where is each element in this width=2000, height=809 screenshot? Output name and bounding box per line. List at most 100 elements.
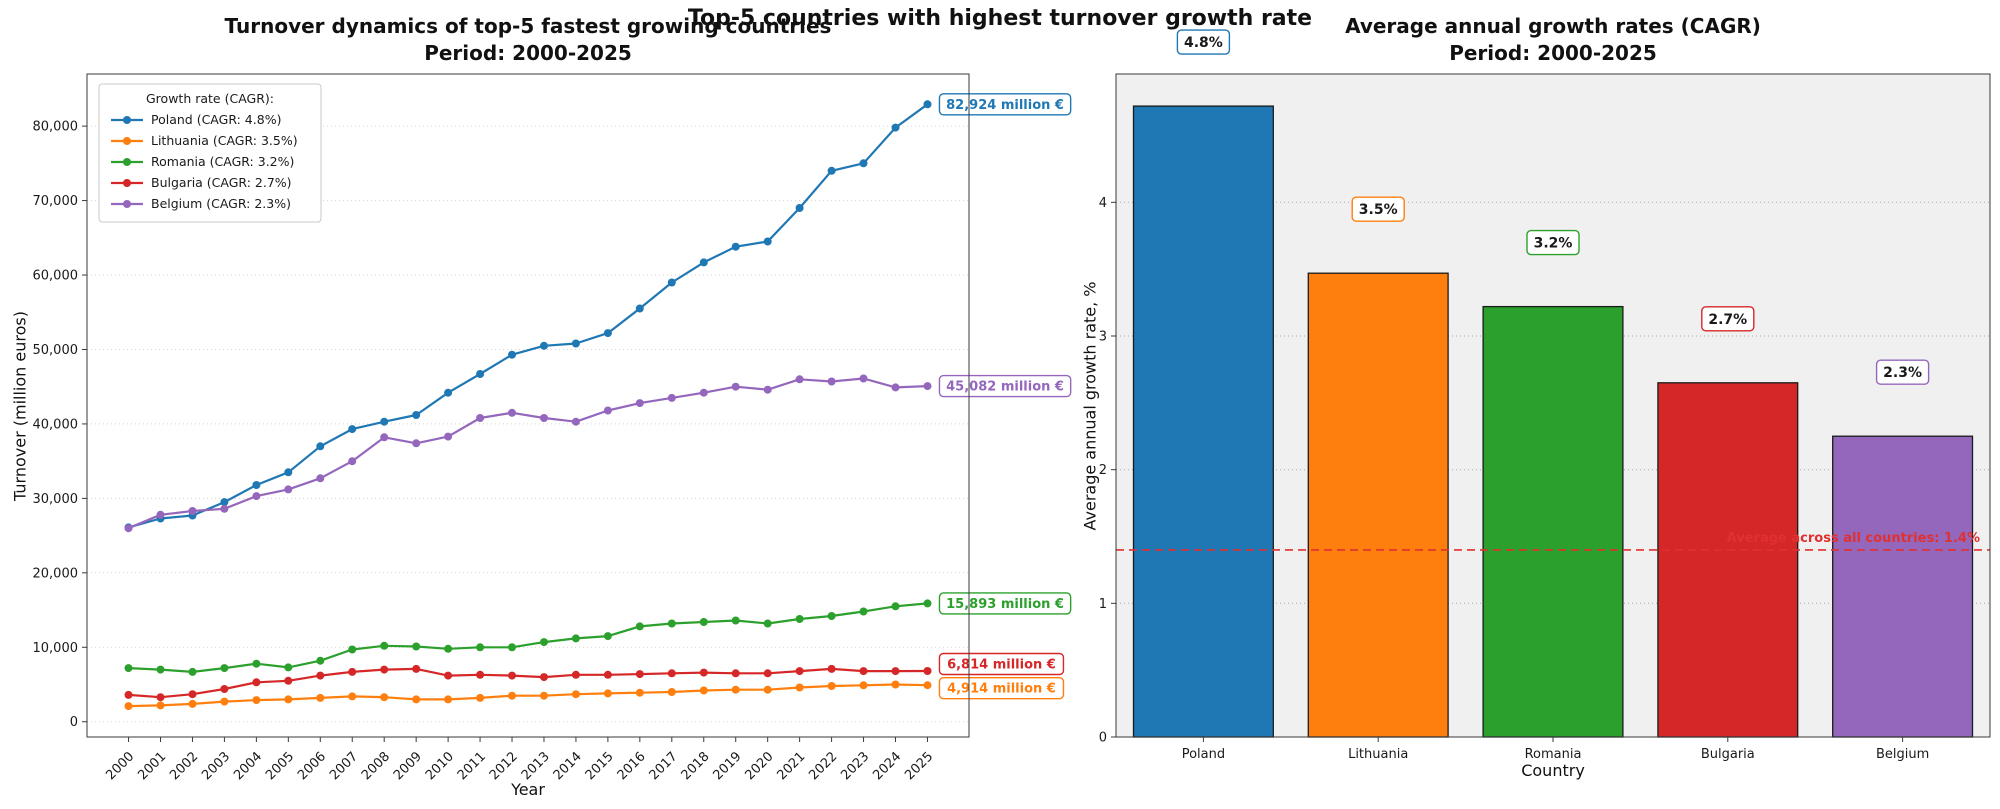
svg-text:0: 0 (1099, 731, 1107, 746)
svg-text:20,000: 20,000 (33, 566, 79, 581)
legend-entry-lithuania: Lithuania (CAGR: 3.5%) (151, 133, 298, 148)
bar-chart-title-block: Average annual growth rates (CAGR) Perio… (1173, 13, 1933, 67)
svg-text:2010: 2010 (423, 749, 457, 783)
svg-text:2022: 2022 (806, 749, 840, 783)
svg-text:30,000: 30,000 (33, 492, 79, 507)
legend-title: Growth rate (CAGR): (146, 91, 274, 106)
bar-y-ticks: 0 1 2 3 4 (1099, 196, 1116, 746)
line-spines (86, 73, 970, 738)
svg-text:15,893 million €: 15,893 million € (946, 597, 1064, 612)
svg-text:4.8%: 4.8% (1184, 35, 1223, 51)
line-series-belgium (124, 374, 932, 533)
svg-text:3.2%: 3.2% (1534, 236, 1573, 252)
svg-text:2001: 2001 (135, 749, 169, 783)
svg-text:4: 4 (1099, 196, 1107, 211)
end-label-romania: 15,893 million € (938, 592, 1072, 615)
svg-text:45,082 million €: 45,082 million € (946, 380, 1064, 395)
svg-text:2: 2 (1099, 463, 1107, 478)
end-label-bulgaria: 6,814 million € (938, 652, 1065, 676)
line-chart-title-block: Turnover dynamics of top-5 fastest growi… (148, 13, 908, 67)
line-chart-xlabel: Year (511, 780, 545, 799)
line-series-poland (124, 100, 932, 532)
svg-text:2025: 2025 (902, 749, 936, 783)
svg-text:2009: 2009 (391, 749, 425, 783)
figure-suptitle: Top-5 countries with highest turnover gr… (687, 6, 1313, 31)
line-x-ticks: 2000200120022003200420052006200720082009… (103, 737, 936, 783)
svg-text:0: 0 (70, 715, 78, 730)
bar-tick-bulgaria: Bulgaria (1701, 747, 1755, 762)
svg-text:10,000: 10,000 (33, 641, 79, 656)
svg-text:2008: 2008 (359, 749, 393, 783)
line-series-lithuania (124, 680, 932, 711)
svg-text:70,000: 70,000 (33, 194, 79, 209)
bar-label-romania: 3.2% (1526, 229, 1580, 256)
svg-text:2018: 2018 (679, 749, 713, 783)
svg-text:3: 3 (1099, 329, 1107, 344)
svg-text:82,924 million €: 82,924 million € (946, 98, 1064, 113)
svg-text:2005: 2005 (263, 749, 297, 783)
svg-text:40,000: 40,000 (33, 417, 79, 432)
line-chart-title: Turnover dynamics of top-5 fastest growi… (224, 14, 832, 38)
svg-text:4,914 million €: 4,914 million € (947, 682, 1056, 697)
svg-text:2000: 2000 (103, 749, 137, 783)
svg-text:2015: 2015 (583, 749, 617, 783)
bar-x-ticks: Poland Lithuania Romania Bulgaria Belgium (1182, 737, 1929, 762)
bar-label-belgium: 2.3% (1875, 359, 1930, 385)
svg-text:2.3%: 2.3% (1883, 365, 1922, 381)
svg-text:3.5%: 3.5% (1359, 202, 1398, 218)
bar-tick-romania: Romania (1525, 747, 1582, 762)
svg-text:6,814 million €: 6,814 million € (947, 658, 1056, 673)
bar-label-lithuania: 3.5% (1351, 196, 1405, 222)
bar-tick-belgium: Belgium (1876, 747, 1929, 762)
svg-text:2020: 2020 (742, 749, 776, 783)
svg-text:2002: 2002 (167, 749, 201, 783)
bar-chart-title: Average annual growth rates (CAGR) (1345, 14, 1761, 38)
bar-belgium (1832, 435, 1974, 738)
line-chart-subtitle: Period: 2000-2025 (424, 41, 632, 65)
svg-text:2013: 2013 (519, 749, 553, 783)
bar-poland (1132, 105, 1274, 738)
end-label-lithuania: 4,914 million € (938, 677, 1065, 700)
svg-text:2024: 2024 (870, 749, 904, 783)
legend-entry-belgium: Belgium (CAGR: 2.3%) (151, 196, 291, 211)
svg-text:2014: 2014 (551, 749, 585, 783)
legend-entry-romania: Romania (CAGR: 3.2%) (151, 154, 294, 169)
line-series-romania (124, 599, 932, 676)
svg-text:2016: 2016 (615, 749, 649, 783)
svg-text:50,000: 50,000 (33, 343, 79, 358)
bar-tick-poland: Poland (1182, 747, 1225, 762)
bar-tick-lithuania: Lithuania (1348, 747, 1408, 762)
legend-entry-poland: Poland (CAGR: 4.8%) (151, 112, 281, 127)
svg-text:80,000: 80,000 (33, 120, 79, 135)
svg-text:2003: 2003 (199, 749, 233, 783)
bar-romania (1482, 305, 1624, 738)
end-label-poland: 82,924 million € (938, 93, 1072, 116)
svg-text:2012: 2012 (487, 749, 521, 783)
svg-text:2011: 2011 (455, 749, 489, 783)
svg-text:2023: 2023 (838, 749, 872, 783)
svg-text:60,000: 60,000 (33, 269, 79, 284)
line-series-bulgaria (124, 664, 932, 702)
legend-entry-bulgaria: Bulgaria (CAGR: 2.7%) (151, 175, 292, 190)
bar-label-bulgaria: 2.7% (1701, 306, 1755, 332)
svg-text:2006: 2006 (295, 749, 329, 783)
bar-chart-subtitle: Period: 2000-2025 (1449, 41, 1657, 65)
line-legend: Growth rate (CAGR): Poland (CAGR: 4.8%) Li… (98, 83, 322, 223)
svg-text:2019: 2019 (711, 749, 745, 783)
bar-lithuania (1307, 272, 1449, 738)
average-line-label: Average across all countries: 1.4% (1727, 531, 1980, 546)
bar-bulgaria (1657, 382, 1799, 738)
bar-chart-xlabel: Country (1521, 761, 1585, 780)
svg-text:2004: 2004 (231, 749, 265, 783)
bar-chart: Average across all countries: 1.4% 4.8% 3.… (1099, 29, 1991, 762)
svg-text:2.7%: 2.7% (1708, 312, 1747, 328)
bar-label-poland: 4.8% (1176, 29, 1231, 55)
line-y-ticks: 0 10,000 20,000 30,000 40,000 50,000 60,000 70,… (33, 120, 87, 730)
svg-text:2021: 2021 (774, 749, 808, 783)
svg-text:2007: 2007 (327, 749, 361, 783)
end-label-belgium: 45,082 million € (938, 374, 1072, 398)
svg-text:1: 1 (1099, 597, 1107, 612)
svg-text:2017: 2017 (647, 749, 681, 783)
